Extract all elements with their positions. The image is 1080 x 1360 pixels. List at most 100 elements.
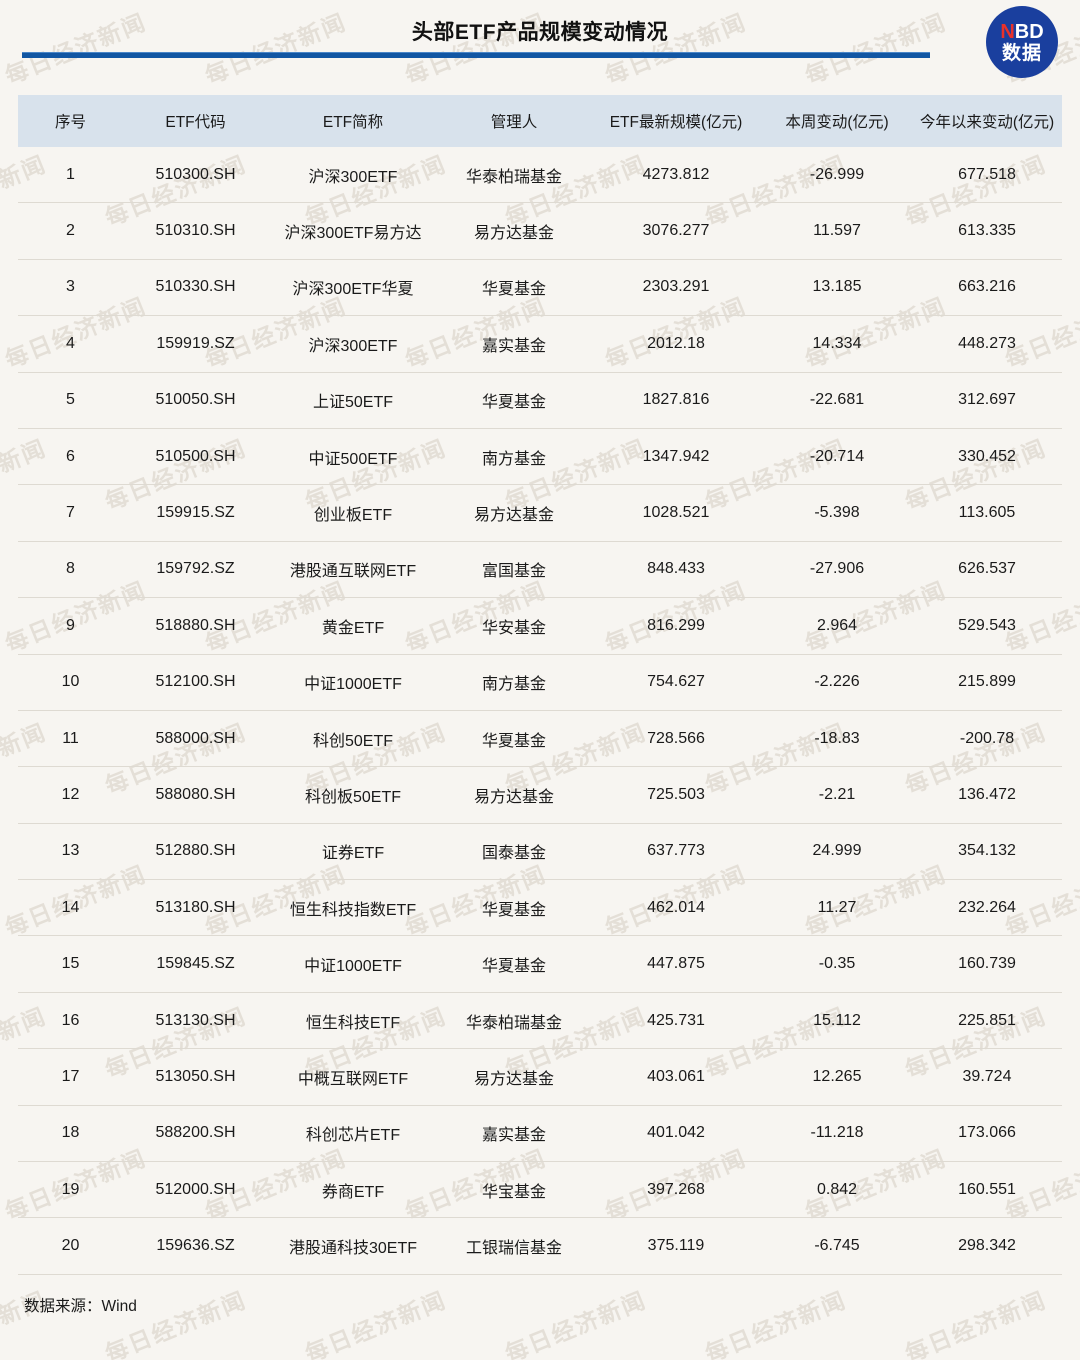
cell-ytd-change: 136.472 <box>912 766 1062 824</box>
column-header-week: 本周变动(亿元) <box>762 95 912 147</box>
etf-table-container: 序号 ETF代码 ETF简称 管理人 ETF最新规模(亿元) 本周变动(亿元) … <box>18 95 1062 1275</box>
cell-weekly-change: -5.398 <box>762 484 912 542</box>
table-row: 9 518880.SH 黄金ETF 华安基金 816.299 2.964 529.543 <box>18 597 1062 655</box>
cell-etf-name: 沪深300ETF华夏 <box>268 259 438 317</box>
table-row: 2 510310.SH 沪深300ETF易方达 易方达基金 3076.277 11.597… <box>18 202 1062 260</box>
table-row: 11 588000.SH 科创50ETF 华夏基金 728.566 -18.83 -200.… <box>18 710 1062 768</box>
cell-etf-name: 沪深300ETF <box>268 315 438 373</box>
cell-etf-name: 科创芯片ETF <box>268 1105 438 1163</box>
cell-weekly-change: -26.999 <box>762 147 912 204</box>
cell-manager: 华泰柏瑞基金 <box>438 992 590 1050</box>
cell-etf-code: 513180.SH <box>123 879 268 937</box>
cell-etf-name: 上证50ETF <box>268 372 438 429</box>
cell-latest-size: 754.627 <box>590 654 762 711</box>
cell-index: 17 <box>18 1048 123 1106</box>
cell-manager: 嘉实基金 <box>438 315 590 373</box>
table-header: 序号 ETF代码 ETF简称 管理人 ETF最新规模(亿元) 本周变动(亿元) … <box>18 95 1062 147</box>
column-header-index: 序号 <box>18 95 123 147</box>
cell-ytd-change: 312.697 <box>912 372 1062 429</box>
table-row: 8 159792.SZ 港股通互联网ETF 富国基金 848.433 -27.906 626… <box>18 541 1062 599</box>
cell-ytd-change: 613.335 <box>912 202 1062 260</box>
data-source-note: 数据来源：Wind <box>24 1297 137 1315</box>
cell-index: 20 <box>18 1217 123 1275</box>
cell-etf-name: 科创50ETF <box>268 710 438 768</box>
cell-etf-code: 510330.SH <box>123 259 268 317</box>
cell-etf-name: 科创板50ETF <box>268 766 438 824</box>
cell-index: 11 <box>18 710 123 768</box>
cell-latest-size: 1028.521 <box>590 484 762 542</box>
table-row: 14 513180.SH 恒生科技指数ETF 华夏基金 462.014 11.27 232.… <box>18 879 1062 937</box>
cell-etf-code: 512000.SH <box>123 1161 268 1219</box>
cell-weekly-change: 11.27 <box>762 879 912 937</box>
column-header-manager: 管理人 <box>438 95 590 147</box>
nbd-logo-letter-n: N <box>1000 20 1015 43</box>
cell-latest-size: 1827.816 <box>590 372 762 429</box>
table-row: 16 513130.SH 恒生科技ETF 华泰柏瑞基金 425.731 15.112 225… <box>18 992 1062 1050</box>
cell-index: 16 <box>18 992 123 1050</box>
cell-latest-size: 2303.291 <box>590 259 762 317</box>
cell-manager: 易方达基金 <box>438 202 590 260</box>
cell-weekly-change: 12.265 <box>762 1048 912 1106</box>
cell-index: 2 <box>18 202 123 260</box>
cell-ytd-change: 448.273 <box>912 315 1062 373</box>
cell-manager: 华宝基金 <box>438 1161 590 1219</box>
etf-table: 序号 ETF代码 ETF简称 管理人 ETF最新规模(亿元) 本周变动(亿元) … <box>18 95 1062 1275</box>
cell-index: 13 <box>18 823 123 881</box>
cell-etf-code: 159792.SZ <box>123 541 268 599</box>
cell-weekly-change: -6.745 <box>762 1217 912 1275</box>
cell-manager: 易方达基金 <box>438 1048 590 1106</box>
table-row: 6 510500.SH 中证500ETF 南方基金 1347.942 -20.714 330… <box>18 428 1062 486</box>
cell-index: 6 <box>18 428 123 486</box>
cell-etf-name: 恒生科技ETF <box>268 992 438 1050</box>
cell-latest-size: 401.042 <box>590 1105 762 1163</box>
cell-latest-size: 816.299 <box>590 597 762 655</box>
cell-ytd-change: 215.899 <box>912 654 1062 711</box>
cell-weekly-change: -11.218 <box>762 1105 912 1163</box>
cell-etf-name: 中证500ETF <box>268 428 438 486</box>
cell-weekly-change: 14.334 <box>762 315 912 373</box>
cell-latest-size: 728.566 <box>590 710 762 768</box>
cell-etf-name: 港股通科技30ETF <box>268 1217 438 1275</box>
cell-etf-code: 510300.SH <box>123 147 268 204</box>
cell-weekly-change: -22.681 <box>762 372 912 429</box>
cell-manager: 工银瑞信基金 <box>438 1217 590 1275</box>
nbd-logo-wordmark: NBD <box>1000 22 1043 42</box>
cell-etf-code: 510050.SH <box>123 372 268 429</box>
cell-ytd-change: 113.605 <box>912 484 1062 542</box>
cell-weekly-change: -2.226 <box>762 654 912 711</box>
cell-etf-name: 沪深300ETF <box>268 147 438 204</box>
table-row: 18 588200.SH 科创芯片ETF 嘉实基金 401.042 -11.218 173.… <box>18 1105 1062 1163</box>
nbd-logo: NBD 数据 <box>986 6 1058 78</box>
cell-etf-code: 159636.SZ <box>123 1217 268 1275</box>
column-header-ytd: 今年以来变动(亿元) <box>912 95 1062 147</box>
cell-etf-code: 159919.SZ <box>123 315 268 373</box>
cell-etf-code: 513050.SH <box>123 1048 268 1106</box>
cell-etf-code: 159915.SZ <box>123 484 268 542</box>
cell-latest-size: 375.119 <box>590 1217 762 1275</box>
cell-etf-name: 中概互联网ETF <box>268 1048 438 1106</box>
cell-ytd-change: 160.739 <box>912 935 1062 993</box>
cell-weekly-change: -27.906 <box>762 541 912 599</box>
cell-etf-name: 中证1000ETF <box>268 654 438 711</box>
page-title: 头部ETF产品规模变动情况 <box>411 21 669 44</box>
cell-etf-code: 512100.SH <box>123 654 268 711</box>
cell-latest-size: 3076.277 <box>590 202 762 260</box>
cell-weekly-change: -20.714 <box>762 428 912 486</box>
cell-etf-code: 518880.SH <box>123 597 268 655</box>
cell-ytd-change: 160.551 <box>912 1161 1062 1219</box>
cell-ytd-change: 663.216 <box>912 259 1062 317</box>
cell-latest-size: 425.731 <box>590 992 762 1050</box>
cell-latest-size: 4273.812 <box>590 147 762 204</box>
table-row: 15 159845.SZ 中证1000ETF 华夏基金 447.875 -0.35 160.… <box>18 935 1062 993</box>
title-divider <box>22 52 930 58</box>
cell-etf-name: 证券ETF <box>268 823 438 881</box>
cell-latest-size: 848.433 <box>590 541 762 599</box>
cell-manager: 华夏基金 <box>438 710 590 768</box>
cell-ytd-change: 529.543 <box>912 597 1062 655</box>
cell-latest-size: 1347.942 <box>590 428 762 486</box>
cell-index: 9 <box>18 597 123 655</box>
cell-etf-code: 588080.SH <box>123 766 268 824</box>
cell-etf-name: 沪深300ETF易方达 <box>268 202 438 260</box>
cell-manager: 华夏基金 <box>438 879 590 937</box>
cell-weekly-change: 24.999 <box>762 823 912 881</box>
